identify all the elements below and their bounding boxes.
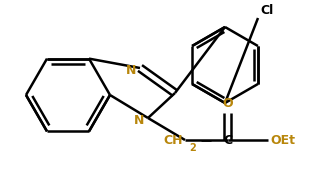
Text: C: C bbox=[224, 134, 233, 147]
Text: —: — bbox=[201, 136, 212, 146]
Text: N: N bbox=[126, 63, 136, 77]
Text: O: O bbox=[223, 97, 233, 110]
Text: 2: 2 bbox=[190, 143, 196, 153]
Text: Cl: Cl bbox=[260, 4, 273, 17]
Text: OEt: OEt bbox=[270, 134, 295, 147]
Text: CH: CH bbox=[163, 134, 183, 147]
Text: N: N bbox=[134, 114, 144, 127]
